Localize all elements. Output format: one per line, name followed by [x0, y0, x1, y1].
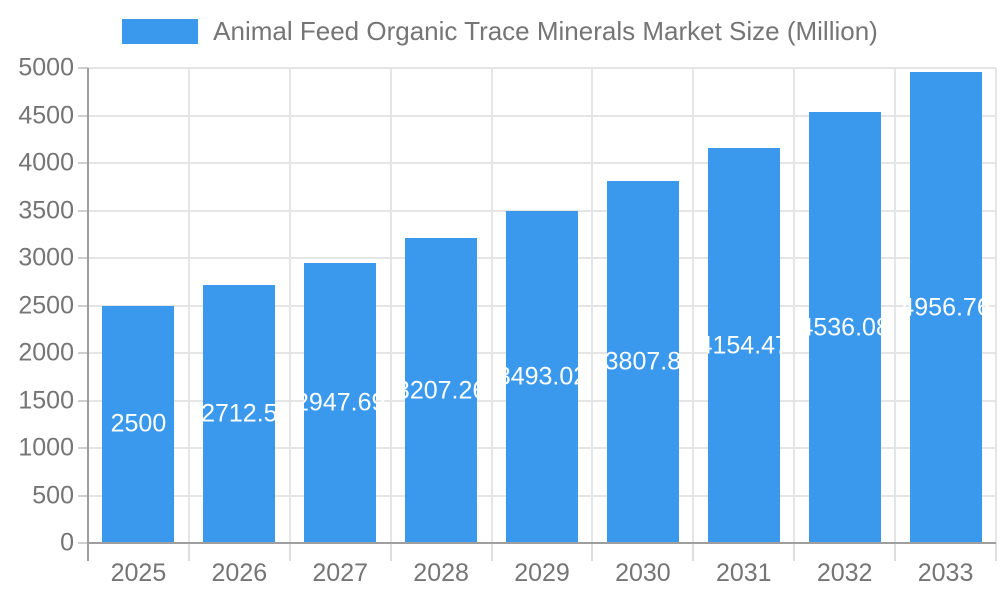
y-axis-tick: [78, 447, 88, 449]
x-axis-tick: [389, 543, 392, 561]
y-axis-tick: [78, 162, 88, 164]
y-tick-label: 1500: [18, 386, 74, 414]
x-tick-label: 2027: [312, 559, 369, 587]
y-tick-label: 3500: [18, 196, 74, 224]
x-axis-tick: [793, 543, 796, 561]
x-axis-tick: [692, 543, 695, 561]
bar-value-label: 4956.76: [900, 293, 991, 322]
y-axis-line: [87, 68, 89, 561]
x-tick-label: 2033: [917, 559, 974, 587]
bar-value-label: 3493.02: [496, 362, 588, 391]
grid-line-horizontal: [88, 114, 996, 117]
plot-area: 2500 2712.5 2947.69 3207.26 3493.02 3807.8 415…: [88, 67, 997, 543]
grid-line-vertical: [894, 68, 897, 543]
x-axis-tick: [288, 543, 291, 561]
bar-value-label: 3207.26: [395, 376, 487, 405]
x-axis-tick: [187, 543, 190, 561]
bar[interactable]: 2500: [102, 305, 175, 543]
grid-line-vertical: [591, 68, 594, 543]
grid-line-vertical: [187, 68, 190, 543]
y-axis-tick: [78, 542, 88, 544]
bar[interactable]: 3207.26: [396, 238, 486, 543]
y-tick-label: 0: [60, 528, 74, 557]
bar[interactable]: 2712.5: [201, 285, 278, 543]
bar[interactable]: 3493.02: [497, 211, 587, 543]
grid-line-vertical: [389, 68, 392, 543]
y-tick-label: 1000: [18, 433, 74, 462]
bar[interactable]: 2947.69: [295, 262, 385, 543]
y-axis-tick: [78, 209, 88, 212]
x-tick-label: 2029: [514, 559, 570, 587]
y-axis-tick: [78, 304, 88, 307]
x-tick-label: 2031: [715, 559, 772, 587]
y-axis-tick: [78, 352, 88, 354]
y-axis-tick: [78, 494, 88, 497]
grid-line-vertical: [793, 68, 796, 543]
bar-value-label: 4536.08: [799, 313, 890, 342]
x-axis-line: [87, 542, 996, 544]
bar-value-label: 2947.69: [295, 388, 386, 417]
x-tick-label: 2025: [110, 559, 167, 587]
x-axis-tick: [490, 543, 493, 561]
bar[interactable]: 4956.76: [900, 72, 991, 543]
bar-value-label: 4154.47: [698, 331, 789, 360]
grid-line-horizontal: [88, 209, 996, 212]
y-tick-label: 3000: [18, 243, 74, 272]
y-tick-label: 4500: [18, 101, 74, 129]
y-axis-tick: [78, 114, 88, 117]
grid-line-vertical: [995, 68, 997, 543]
x-axis-tick: [591, 543, 594, 561]
y-tick-label: 4000: [18, 148, 74, 177]
bar[interactable]: 3807.8: [604, 181, 682, 543]
grid-line-vertical: [692, 68, 695, 543]
bar-value-label: 3807.8: [604, 347, 682, 376]
y-tick-label: 2500: [18, 291, 74, 319]
bar[interactable]: 4154.47: [699, 148, 789, 543]
x-tick-label: 2026: [211, 559, 268, 587]
x-tick-label: 2028: [413, 559, 469, 587]
y-axis-tick: [78, 67, 88, 69]
bar[interactable]: 4536.08: [799, 112, 890, 543]
x-tick-label: 2030: [615, 559, 671, 587]
x-tick-label: 2032: [816, 559, 873, 587]
y-tick-label: 500: [32, 481, 74, 509]
x-axis-tick: [894, 543, 897, 561]
y-axis-tick: [78, 257, 88, 259]
grid-line-horizontal: [88, 67, 996, 69]
bar-value-label: 2712.5: [201, 399, 278, 428]
grid-line-vertical: [490, 68, 493, 543]
legend-swatch: [122, 19, 199, 44]
y-tick-label: 2000: [18, 338, 74, 367]
y-axis-tick: [78, 399, 88, 402]
legend[interactable]: Animal Feed Organic Trace Minerals Marke…: [0, 16, 1000, 47]
bar-value-label: 2500: [110, 409, 167, 438]
y-tick-label: 5000: [18, 53, 74, 82]
x-axis-tick: [995, 543, 997, 561]
grid-line-vertical: [288, 68, 291, 543]
grid-line-horizontal: [88, 162, 996, 164]
legend-label: Animal Feed Organic Trace Minerals Marke…: [213, 16, 878, 46]
